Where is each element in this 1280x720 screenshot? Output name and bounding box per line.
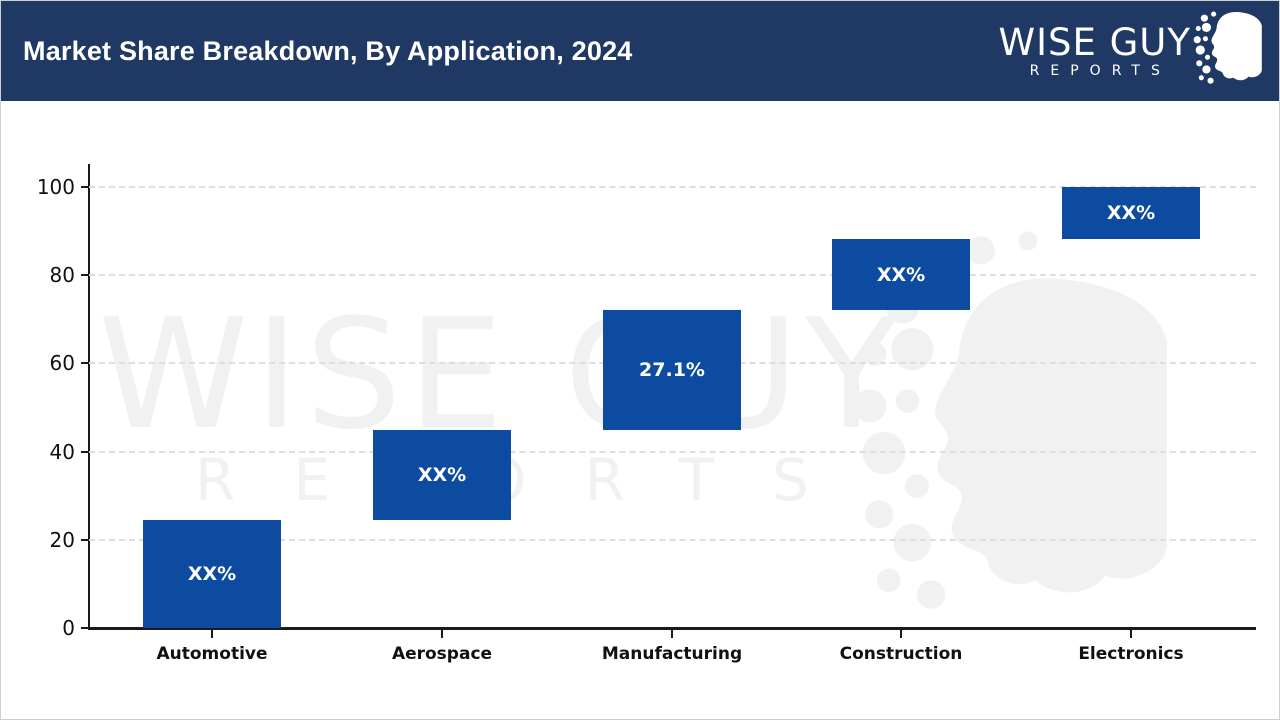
category-label-construction: Construction [839,644,963,664]
logo-subtitle: REPORTS [1029,63,1171,79]
bar-value-label: XX% [417,463,467,486]
y-tick-label-0: 0 [62,616,75,640]
logo-face-icon [1193,11,1262,84]
y-tick-80 [81,274,89,277]
category-label-automotive: Automotive [156,644,268,664]
category-label-electronics: Electronics [1078,644,1184,664]
bar-automotive: XX% [143,519,281,628]
gridline-100 [89,186,1256,188]
bar-aerospace: XX% [373,429,511,520]
bar-value-label: 27.1% [639,358,705,381]
bar-construction: XX% [832,239,970,311]
x-tick-construction [900,630,902,638]
y-axis-line [88,164,90,630]
y-tick-label-20: 20 [49,527,75,552]
category-label-manufacturing: Manufacturing [601,644,743,664]
bar-electronics: XX% [1062,187,1200,240]
y-tick-0 [81,627,89,629]
y-tick-20 [81,538,89,541]
page-title: Market Share Breakdown, By Application, … [23,35,633,66]
bar-manufacturing: 27.1% [603,310,741,430]
y-tick-label-80: 80 [49,263,75,288]
gridline-40 [89,450,1256,453]
logo-text: WISE GUY REPORTS [999,24,1191,78]
y-tick-label-100: 100 [36,175,75,199]
x-tick-aerospace [441,630,443,638]
bar-value-label: XX% [1106,202,1156,225]
watermark-subtitle: REPORTS [195,446,867,514]
y-tick-100 [81,186,89,188]
x-axis-line [88,627,1256,630]
category-label-aerospace: Aerospace [391,644,493,664]
logo-wordmark: WISE GUY [998,21,1191,64]
chart-plot-area: WISE GUY REPORTS 0 20 40 60 80 100 XX% Automoti… [1,101,1279,719]
wise-guy-logo: WISE GUY REPORTS [999,10,1279,92]
bar-value-label: XX% [876,263,926,286]
gridline-80 [89,274,1256,277]
bar-value-label: XX% [187,562,237,585]
y-tick-40 [81,450,89,453]
x-tick-manufacturing [671,630,673,638]
y-tick-60 [81,362,89,365]
header-bar: Market Share Breakdown, By Application, … [1,1,1279,101]
x-tick-electronics [1130,630,1132,638]
x-tick-automotive [211,630,213,638]
gridline-20 [89,538,1256,541]
y-tick-label-40: 40 [49,439,75,464]
y-tick-label-60: 60 [49,351,75,376]
